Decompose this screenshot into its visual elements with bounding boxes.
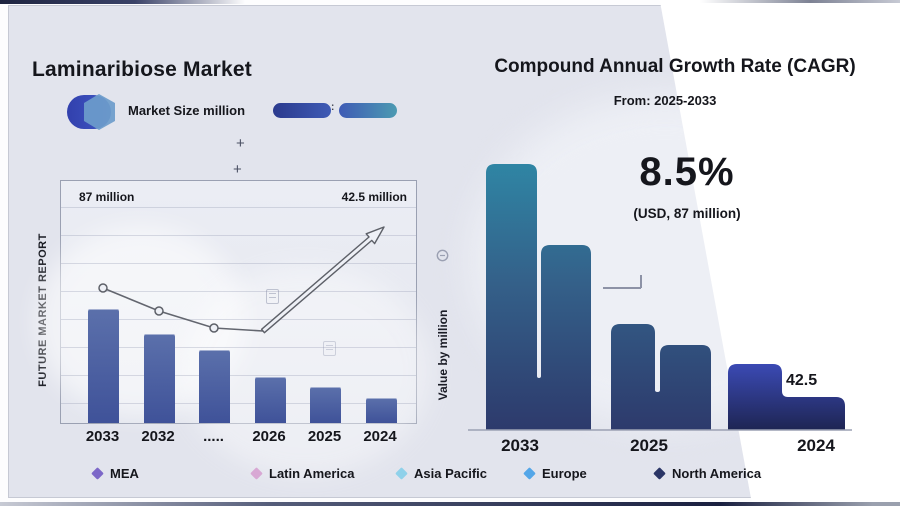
x-label-2025: 2025 <box>630 436 668 455</box>
grid-line <box>61 375 416 376</box>
market-size-chart: 87 million 42.5 million <box>36 180 431 476</box>
top-left-accent-strip <box>0 0 245 4</box>
bar-2024 <box>365 398 397 423</box>
cagr-title: Compound Annual Growth Rate (CAGR) <box>494 56 856 77</box>
x-label-2033: 2033 <box>85 428 120 445</box>
cagr-subtitle: From: 2025-2033 <box>613 93 717 108</box>
plus-mark-top: + <box>236 135 245 152</box>
legend-item-latin-america: Latin America <box>250 466 355 481</box>
callout-42-5: 42.5 <box>786 372 818 389</box>
x-label-2033: 2033 <box>501 436 539 455</box>
legend-item-north-america: North America <box>653 466 762 481</box>
grid-line <box>61 235 416 236</box>
x-label-2024: 2024 <box>797 436 835 455</box>
annotation-87-million: 87 million <box>79 190 135 204</box>
plus-mark-bottom: + <box>233 161 242 178</box>
legend-item-mea: MEA <box>91 466 139 481</box>
grid-line <box>61 291 416 292</box>
page-title: Laminaribiose Market <box>32 58 252 81</box>
x-label-2025: 2025 <box>307 428 342 445</box>
grid-line <box>61 347 416 348</box>
bar-..... <box>199 350 230 423</box>
legend-diamond-icon <box>395 467 408 480</box>
bar-2033 <box>88 309 119 423</box>
market-size-label: Market Size million <box>128 103 246 118</box>
gradient-pill-right <box>339 103 397 118</box>
grid-line <box>61 403 416 404</box>
legend-item-asia-pacific: Asia Pacific <box>395 466 487 481</box>
legend-label: Europe <box>542 466 587 481</box>
pill-separator: : <box>331 102 335 113</box>
gradient-pill-left <box>273 103 331 118</box>
legend-diamond-icon <box>653 467 666 480</box>
grid-line <box>61 263 416 264</box>
grid-line <box>61 207 416 208</box>
document-ghost-icon <box>323 341 336 356</box>
cagr-chart <box>468 164 852 431</box>
legend-item-europe: Europe <box>523 466 587 481</box>
bar-pair-2024 <box>728 364 845 430</box>
clock-icon <box>436 249 449 262</box>
bar-pair-2025 <box>611 324 711 430</box>
document-ghost-icon <box>266 289 279 304</box>
cylinder-icon <box>67 94 115 130</box>
bottom-accent-strip <box>0 502 900 506</box>
corner-bracket-horizontal <box>603 287 641 289</box>
grid-line <box>61 319 416 320</box>
bar-2025 <box>310 387 341 423</box>
cagr-usd-note: (USD, 87 million) <box>633 206 741 221</box>
x-label-.....: ..... <box>203 428 224 445</box>
legend-label: North America <box>672 466 762 481</box>
bar-2026 <box>254 377 286 423</box>
legend-label: Asia Pacific <box>414 466 487 481</box>
top-right-accent-strip <box>700 0 900 3</box>
x-label-2024: 2024 <box>363 428 397 445</box>
corner-bracket-vertical <box>640 275 642 288</box>
legend-diamond-icon <box>523 467 536 480</box>
cagr-value: 8.5% <box>639 150 735 194</box>
annotation-42-5-million: 42.5 million <box>341 190 407 204</box>
x-label-2026: 2026 <box>252 428 286 445</box>
legend-label: MEA <box>110 466 139 481</box>
x-label-2032: 2032 <box>141 428 175 445</box>
legend-label: Latin America <box>269 466 355 481</box>
bar-2032 <box>143 334 175 423</box>
legend-diamond-icon <box>91 467 104 480</box>
trend-line-arrow <box>98 226 385 334</box>
value-axis-label: Value by million <box>436 309 450 401</box>
bar-pair-2033 <box>486 164 591 430</box>
legend-diamond-icon <box>250 467 263 480</box>
